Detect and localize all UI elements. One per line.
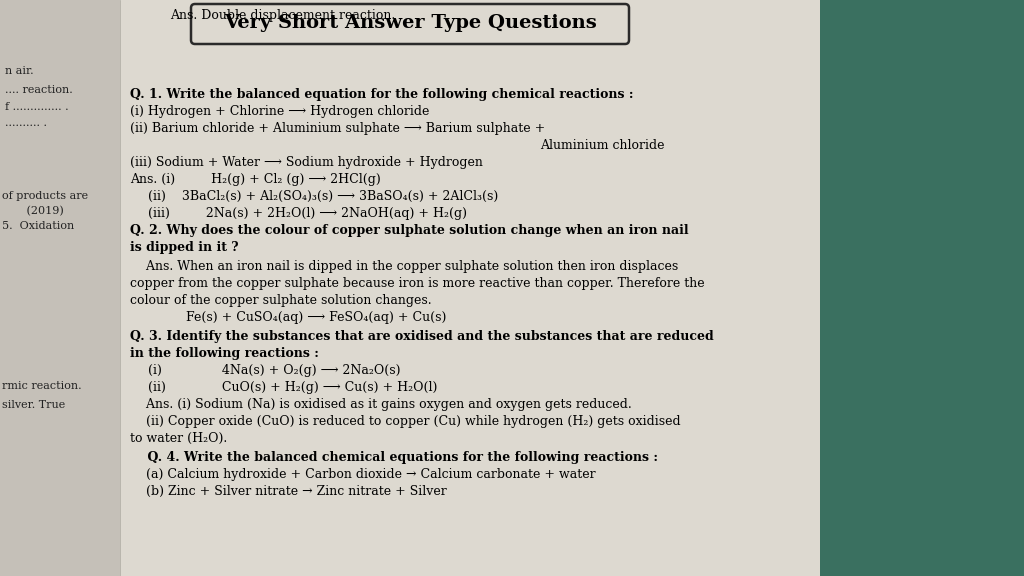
Text: Ans. Double displacement reaction.: Ans. Double displacement reaction.	[170, 9, 395, 22]
Text: n air.: n air.	[5, 66, 34, 76]
Text: in the following reactions :: in the following reactions :	[130, 347, 318, 360]
Text: (iii)         2Na(s) + 2H₂O(l) ⟶ 2NaOH(aq) + H₂(g): (iii) 2Na(s) + 2H₂O(l) ⟶ 2NaOH(aq) + H₂(…	[148, 207, 467, 220]
Text: silver. True: silver. True	[2, 400, 66, 410]
Text: of products are: of products are	[2, 191, 88, 201]
Text: to water (H₂O).: to water (H₂O).	[130, 432, 227, 445]
Text: rmic reaction.: rmic reaction.	[2, 381, 82, 391]
Text: Q. 1. Write the balanced equation for the following chemical reactions :: Q. 1. Write the balanced equation for th…	[130, 88, 634, 101]
Text: Q. 3. Identify the substances that are oxidised and the substances that are redu: Q. 3. Identify the substances that are o…	[130, 330, 714, 343]
Text: (b) Zinc + Silver nitrate → Zinc nitrate + Silver: (b) Zinc + Silver nitrate → Zinc nitrate…	[130, 485, 446, 498]
Bar	[0, 0, 120, 576]
Text: Very Short Answer Type Questions: Very Short Answer Type Questions	[223, 14, 596, 32]
Text: Q. 2. Why does the colour of copper sulphate solution change when an iron nail: Q. 2. Why does the colour of copper sulp…	[130, 224, 688, 237]
Text: .......... .: .......... .	[5, 118, 47, 128]
Text: (ii) Copper oxide (CuO) is reduced to copper (Cu) while hydrogen (H₂) gets oxidi: (ii) Copper oxide (CuO) is reduced to co…	[130, 415, 681, 428]
Text: Ans. (i) Sodium (Na) is oxidised as it gains oxygen and oxygen gets reduced.: Ans. (i) Sodium (Na) is oxidised as it g…	[130, 398, 632, 411]
Text: Q. 4. Write the balanced chemical equations for the following reactions :: Q. 4. Write the balanced chemical equati…	[130, 451, 658, 464]
Text: Fe(s) + CuSO₄(aq) ⟶ FeSO₄(aq) + Cu(s): Fe(s) + CuSO₄(aq) ⟶ FeSO₄(aq) + Cu(s)	[130, 311, 446, 324]
Text: (iii) Sodium + Water ⟶ Sodium hydroxide + Hydrogen: (iii) Sodium + Water ⟶ Sodium hydroxide …	[130, 156, 483, 169]
Text: (2019): (2019)	[2, 206, 63, 217]
Text: (ii)    3BaCl₂(s) + Al₂(SO₄)₃(s) ⟶ 3BaSO₄(s) + 2AlCl₃(s): (ii) 3BaCl₂(s) + Al₂(SO₄)₃(s) ⟶ 3BaSO₄(s…	[148, 190, 499, 203]
Text: (i) Hydrogen + Chlorine ⟶ Hydrogen chloride: (i) Hydrogen + Chlorine ⟶ Hydrogen chlor…	[130, 105, 429, 118]
Text: .... reaction.: .... reaction.	[5, 85, 73, 95]
Text: (ii) Barium chloride + Aluminium sulphate ⟶ Barium sulphate +: (ii) Barium chloride + Aluminium sulphat…	[130, 122, 545, 135]
Text: f .............. .: f .............. .	[5, 102, 69, 112]
Text: copper from the copper sulphate because iron is more reactive than copper. There: copper from the copper sulphate because …	[130, 277, 705, 290]
Text: 5.  Oxidation: 5. Oxidation	[2, 221, 75, 231]
Text: (i)               4Na(s) + O₂(g) ⟶ 2Na₂O(s): (i) 4Na(s) + O₂(g) ⟶ 2Na₂O(s)	[148, 364, 400, 377]
Text: is dipped in it ?: is dipped in it ?	[130, 241, 239, 254]
Bar	[820, 0, 1024, 576]
Text: Ans. (i)         H₂(g) + Cl₂ (g) ⟶ 2HCl(g): Ans. (i) H₂(g) + Cl₂ (g) ⟶ 2HCl(g)	[130, 173, 381, 186]
Text: colour of the copper sulphate solution changes.: colour of the copper sulphate solution c…	[130, 294, 432, 307]
Text: (ii)              CuO(s) + H₂(g) ⟶ Cu(s) + H₂O(l): (ii) CuO(s) + H₂(g) ⟶ Cu(s) + H₂O(l)	[148, 381, 437, 394]
Text: Aluminium chloride: Aluminium chloride	[540, 139, 665, 152]
Text: Ans. When an iron nail is dipped in the copper sulphate solution then iron displ: Ans. When an iron nail is dipped in the …	[130, 260, 678, 273]
Bar	[120, 0, 820, 576]
FancyBboxPatch shape	[191, 4, 629, 44]
Text: (a) Calcium hydroxide + Carbon dioxide → Calcium carbonate + water: (a) Calcium hydroxide + Carbon dioxide →…	[130, 468, 596, 481]
